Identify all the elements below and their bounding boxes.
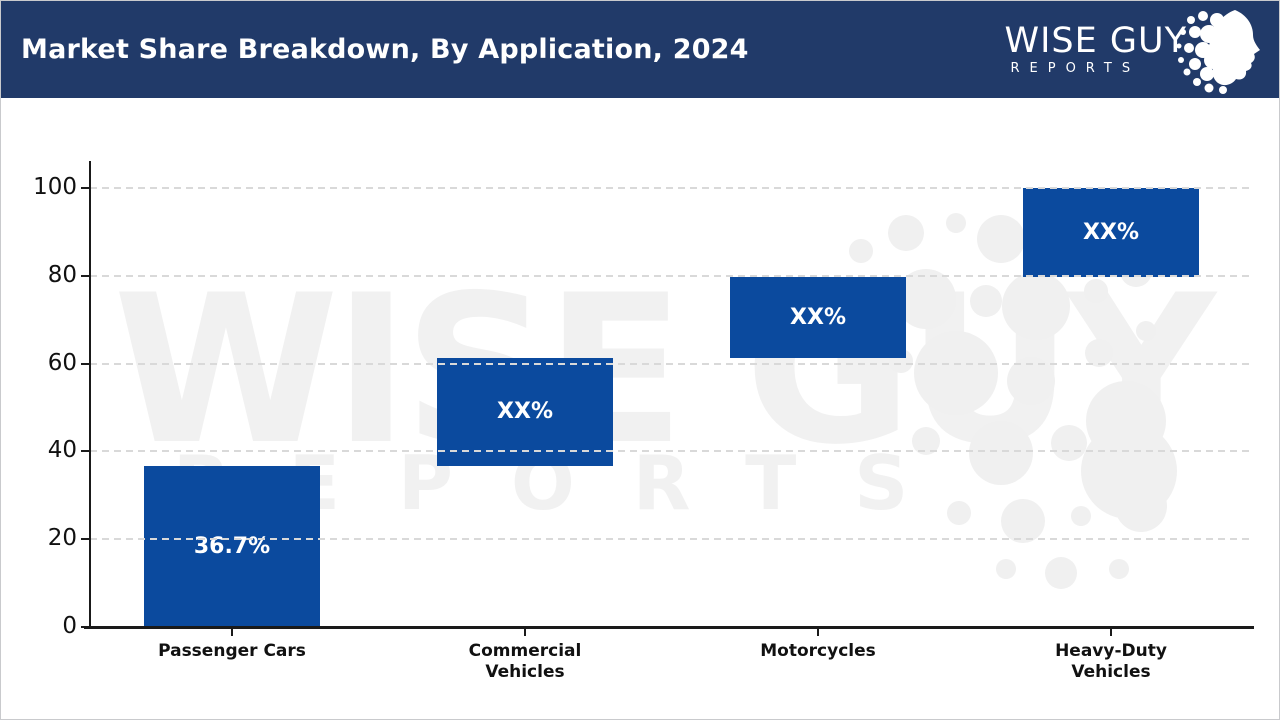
y-tick-100: [81, 187, 89, 189]
brand-logo-text: WISE GUY REPORTS: [1004, 23, 1187, 76]
gridline-80: [90, 274, 1254, 277]
x-tick: [231, 628, 233, 636]
x-tick: [1110, 628, 1112, 636]
bar-value-label: 36.7%: [193, 533, 271, 559]
gridline-60: [90, 362, 1254, 365]
gridline-20: [90, 538, 1254, 541]
x-tick: [524, 628, 526, 636]
waterfall-bar: XX%: [437, 357, 613, 466]
y-axis-spine: [89, 161, 91, 628]
brand-name: WISE GUY: [1004, 21, 1187, 61]
x-tick: [817, 628, 819, 636]
x-category-label: Passenger Cars: [158, 641, 306, 661]
x-axis-spine: [84, 626, 1254, 629]
gridline-40: [90, 450, 1254, 453]
y-tick-20: [81, 538, 89, 541]
waterfall-bar: XX%: [1023, 188, 1199, 278]
y-tick-label: 100: [33, 174, 77, 200]
bar-value-label: XX%: [790, 304, 846, 330]
bar-value-label: XX%: [1083, 220, 1139, 246]
y-tick-40: [81, 450, 89, 453]
brand-logo: WISE GUY REPORTS: [1004, 4, 1265, 96]
waterfall-bar: 36.7%: [144, 465, 320, 627]
y-tick-label: 40: [47, 437, 77, 464]
dotted-head-logo-icon: [1176, 9, 1260, 94]
brand-subname: REPORTS: [1010, 61, 1141, 76]
bar-value-label: XX%: [497, 399, 553, 425]
waterfall-bar: XX%: [730, 277, 906, 358]
y-tick-label: 20: [47, 525, 77, 552]
x-category-label: Heavy-Duty Vehicles: [1055, 641, 1167, 682]
x-category-label: Commercial Vehicles: [468, 641, 582, 682]
y-tick-label: 0: [62, 613, 77, 639]
x-category-label: Motorcycles: [760, 641, 876, 661]
y-tick-label: 80: [47, 261, 77, 288]
y-tick-60: [81, 362, 89, 365]
y-tick-80: [81, 274, 89, 277]
y-tick-0: [81, 626, 89, 628]
gridline-100: [90, 187, 1254, 189]
header-bar: Market Share Breakdown, By Application, …: [1, 1, 1279, 98]
page-title: Market Share Breakdown, By Application, …: [21, 34, 749, 65]
y-tick-label: 60: [47, 349, 77, 376]
